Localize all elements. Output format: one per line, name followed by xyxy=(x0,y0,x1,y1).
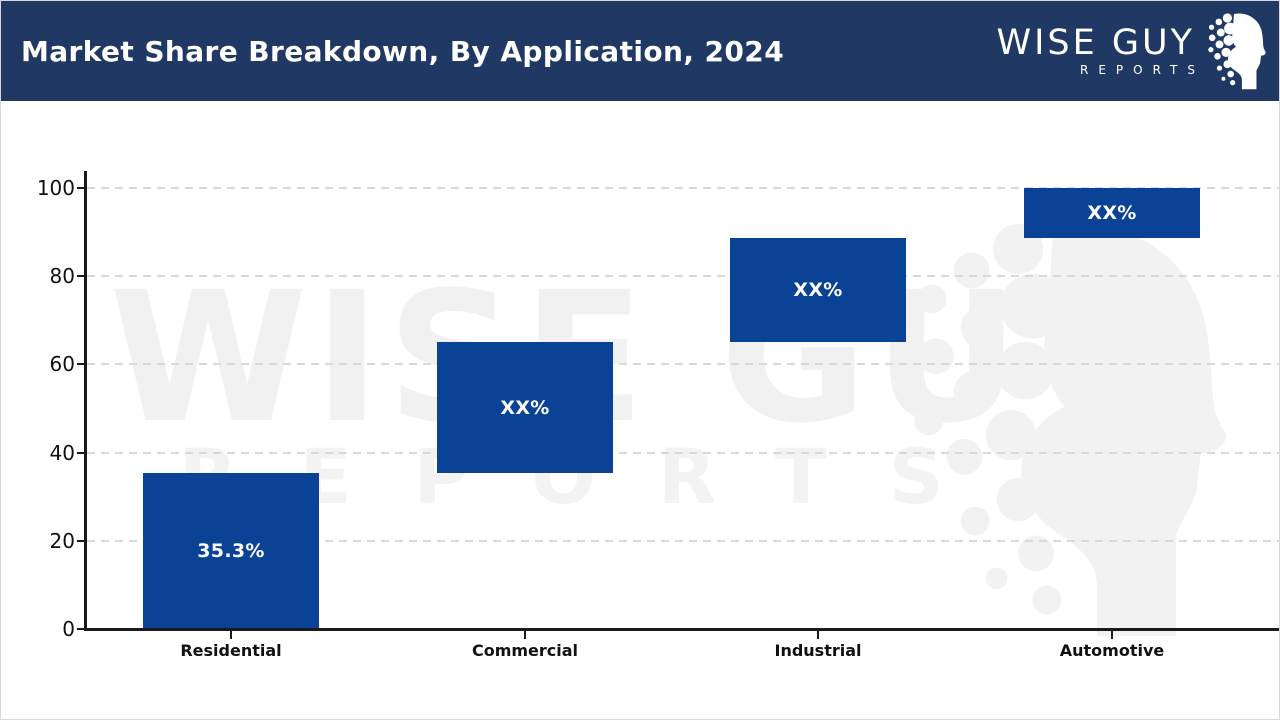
gridline-20 xyxy=(87,539,1279,542)
gridline-60 xyxy=(87,363,1279,366)
x-tick-residential xyxy=(230,631,232,639)
x-tick-industrial xyxy=(817,631,819,639)
watermark-wordmark: WISE GUY xyxy=(109,254,1163,463)
bar-value-label-automotive: XX% xyxy=(1087,201,1137,224)
gridline-40 xyxy=(87,451,1279,454)
y-tick-100 xyxy=(77,187,85,189)
logo-subtitle: REPORTS xyxy=(1079,63,1205,78)
gridline-80 xyxy=(87,275,1279,278)
logo-text: WISE GUY REPORTS xyxy=(996,22,1195,77)
x-axis-line xyxy=(84,628,1279,631)
header-bar: Market Share Breakdown, By Application, … xyxy=(1,1,1280,101)
y-tick-label-80: 80 xyxy=(49,264,75,289)
bar-value-label-residential: 35.3% xyxy=(197,540,265,563)
bar-value-label-industrial: XX% xyxy=(793,279,843,302)
bar-commercial: XX% xyxy=(437,342,613,474)
y-tick-20 xyxy=(77,539,85,542)
y-tick-label-20: 20 xyxy=(49,528,75,553)
y-tick-label-0: 0 xyxy=(62,617,75,641)
x-axis-label-commercial: Commercial xyxy=(471,641,579,660)
y-tick-60 xyxy=(77,363,85,366)
bar-industrial: XX% xyxy=(730,237,906,343)
y-axis-line xyxy=(84,171,87,631)
logo-head-icon xyxy=(1201,10,1267,92)
x-axis-label-automotive: Automotive xyxy=(1059,641,1165,660)
y-tick-label-60: 60 xyxy=(49,352,75,377)
y-tick-80 xyxy=(77,275,85,278)
x-tick-commercial xyxy=(524,631,526,639)
watermark-head-icon xyxy=(869,213,1239,643)
bar-residential: 35.3% xyxy=(143,473,319,629)
y-tick-0 xyxy=(77,628,85,630)
chart-title: Market Share Breakdown, By Application, … xyxy=(21,34,785,68)
bar-value-label-commercial: XX% xyxy=(500,396,550,419)
logo-wordmark: WISE GUY xyxy=(996,22,1195,63)
bar-automotive: XX% xyxy=(1024,188,1200,238)
gridline-100 xyxy=(87,187,1279,189)
wise-guy-logo: WISE GUY REPORTS xyxy=(996,10,1280,92)
y-tick-label-40: 40 xyxy=(49,440,75,465)
y-tick-40 xyxy=(77,451,85,454)
y-tick-label-100: 100 xyxy=(36,176,75,200)
x-axis-label-residential: Residential xyxy=(180,641,282,660)
x-tick-automotive xyxy=(1111,631,1113,639)
x-axis-label-industrial: Industrial xyxy=(774,641,862,660)
